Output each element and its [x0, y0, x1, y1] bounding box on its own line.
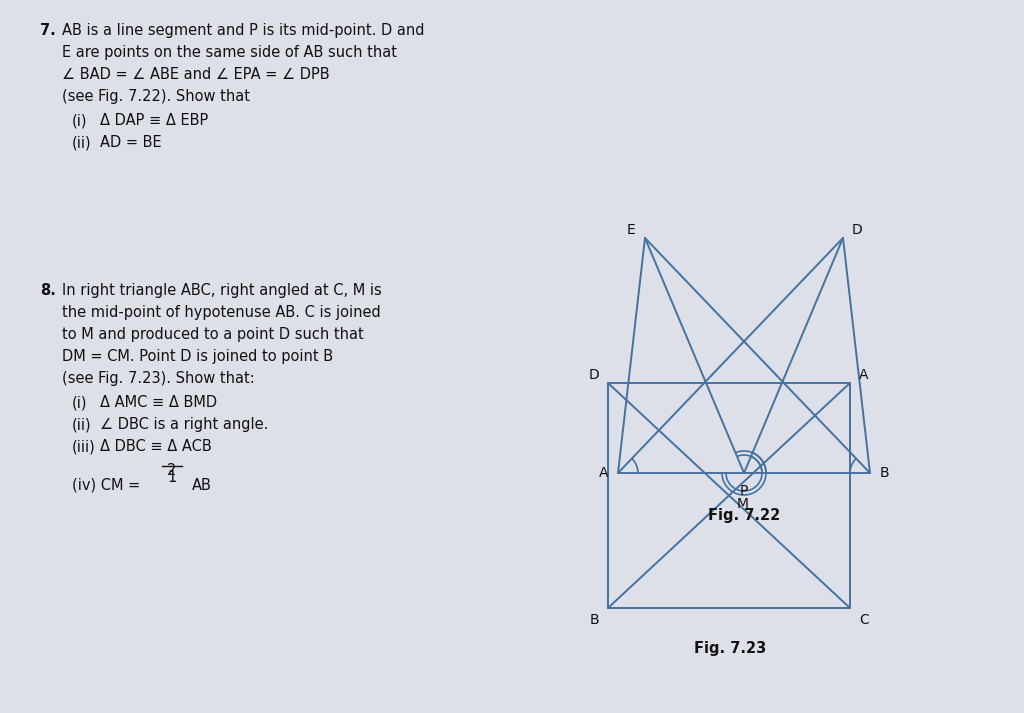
Text: the mid-point of hypotenuse AB. C is joined: the mid-point of hypotenuse AB. C is joi…	[62, 305, 381, 320]
Text: A: A	[859, 368, 868, 382]
Text: ∠ DBC is a right angle.: ∠ DBC is a right angle.	[100, 417, 268, 432]
Text: 8.: 8.	[40, 283, 56, 298]
Text: (see Fig. 7.23). Show that:: (see Fig. 7.23). Show that:	[62, 371, 255, 386]
Text: Δ AMC ≡ Δ BMD: Δ AMC ≡ Δ BMD	[100, 395, 217, 410]
Text: Fig. 7.22: Fig. 7.22	[708, 508, 780, 523]
Text: C: C	[859, 613, 869, 627]
Text: AB: AB	[193, 478, 212, 493]
Text: (i): (i)	[72, 113, 87, 128]
Text: 2: 2	[167, 463, 177, 478]
Text: ∠ BAD = ∠ ABE and ∠ EPA = ∠ DPB: ∠ BAD = ∠ ABE and ∠ EPA = ∠ DPB	[62, 67, 330, 82]
Text: 1: 1	[167, 470, 176, 485]
Text: A: A	[599, 466, 608, 480]
Text: In right triangle ABC, right angled at C, M is: In right triangle ABC, right angled at C…	[62, 283, 382, 298]
Text: 7.: 7.	[40, 23, 55, 38]
Text: E: E	[627, 223, 635, 237]
Text: AD = BE: AD = BE	[100, 135, 162, 150]
Text: (ii): (ii)	[72, 417, 91, 432]
Text: D: D	[589, 368, 599, 382]
Text: M: M	[737, 497, 749, 511]
Text: to M and produced to a point D such that: to M and produced to a point D such that	[62, 327, 364, 342]
Text: (ii): (ii)	[72, 135, 91, 150]
Text: (iii): (iii)	[72, 439, 96, 454]
Text: (i): (i)	[72, 395, 87, 410]
Text: (iv) CM =: (iv) CM =	[72, 478, 140, 493]
Text: (see Fig. 7.22). Show that: (see Fig. 7.22). Show that	[62, 89, 250, 104]
Text: D: D	[852, 223, 862, 237]
Text: Δ DBC ≡ Δ ACB: Δ DBC ≡ Δ ACB	[100, 439, 212, 454]
Text: AB is a line segment and P is its mid-point. D and: AB is a line segment and P is its mid-po…	[62, 23, 425, 38]
Text: B: B	[880, 466, 889, 480]
Text: E are points on the same side of AB such that: E are points on the same side of AB such…	[62, 45, 397, 60]
Text: P: P	[739, 484, 749, 498]
Text: Fig. 7.23: Fig. 7.23	[694, 641, 766, 656]
Text: Δ DAP ≡ Δ EBP: Δ DAP ≡ Δ EBP	[100, 113, 208, 128]
Text: DM = CM. Point D is joined to point B: DM = CM. Point D is joined to point B	[62, 349, 333, 364]
Text: B: B	[589, 613, 599, 627]
